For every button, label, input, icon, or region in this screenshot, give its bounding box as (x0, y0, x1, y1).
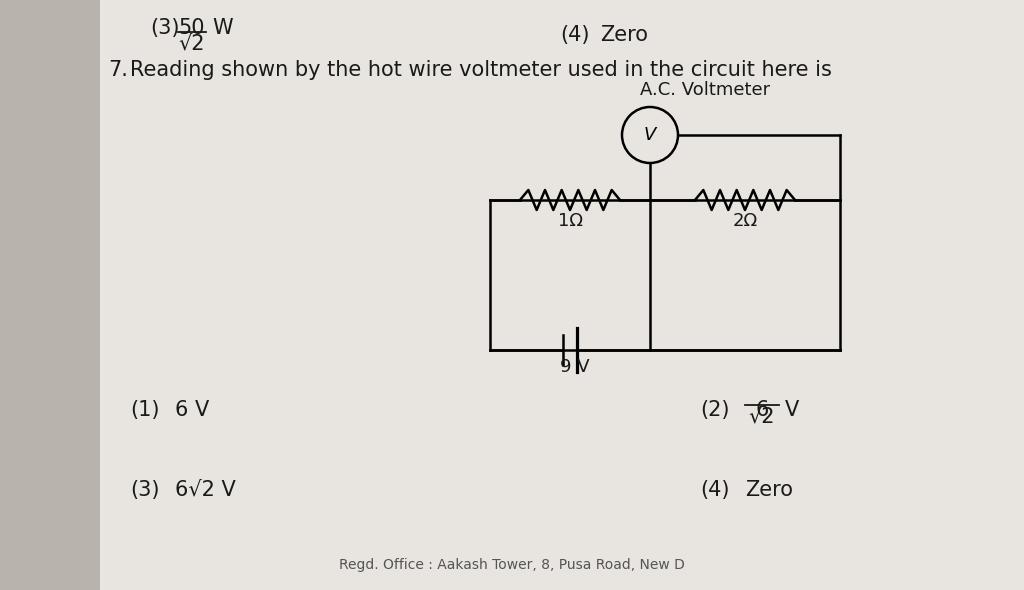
Text: 1Ω: 1Ω (557, 212, 583, 230)
Text: 50: 50 (179, 18, 205, 38)
Text: A.C. Voltmeter: A.C. Voltmeter (640, 81, 770, 99)
Text: 2Ω: 2Ω (732, 212, 758, 230)
Text: 6: 6 (756, 400, 769, 420)
Text: √2: √2 (749, 407, 775, 427)
Text: (3): (3) (150, 18, 179, 38)
Text: 7.: 7. (108, 60, 128, 80)
Text: (3): (3) (130, 480, 160, 500)
Text: Regd. Office : Aakash Tower, 8, Pusa Road, New D: Regd. Office : Aakash Tower, 8, Pusa Roa… (339, 558, 685, 572)
Text: Reading shown by the hot wire voltmeter used in the circuit here is: Reading shown by the hot wire voltmeter … (130, 60, 831, 80)
Text: W: W (212, 18, 232, 38)
Text: 6√2 V: 6√2 V (175, 480, 236, 500)
Text: (2): (2) (700, 400, 729, 420)
Text: Zero: Zero (745, 480, 793, 500)
Text: (1): (1) (130, 400, 160, 420)
Text: 9 V: 9 V (560, 358, 590, 376)
Text: √2: √2 (179, 34, 205, 54)
Text: 6 V: 6 V (175, 400, 209, 420)
Text: V: V (644, 126, 656, 144)
Bar (0, 0, 100, 590)
Text: (4): (4) (560, 25, 590, 45)
Text: V: V (785, 400, 800, 420)
Text: Zero: Zero (600, 25, 648, 45)
Text: (4): (4) (700, 480, 729, 500)
